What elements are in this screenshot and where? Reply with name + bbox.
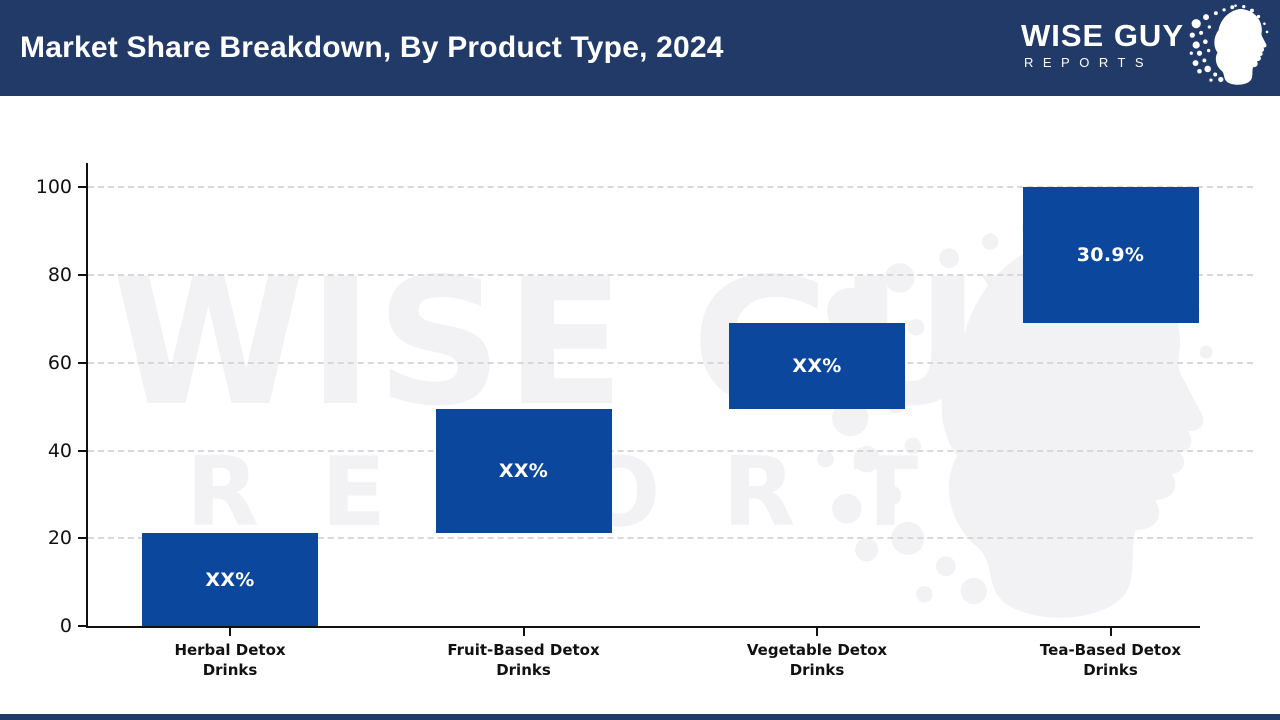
bar-value-label: XX% (205, 568, 255, 591)
page-title: Market Share Breakdown, By Product Type,… (20, 31, 724, 64)
category-label-tea-based-detox-drinks: Tea-Based Detox Drinks (1039, 641, 1182, 679)
x-tick-mark (229, 628, 231, 636)
y-axis-tick-label: 40 (47, 439, 72, 462)
bar-herbal-detox-drinks: XX% (142, 533, 318, 627)
bar-tea-based-detox-drinks: 30.9% (1022, 186, 1199, 323)
y-axis-tick-label: 80 (47, 263, 72, 286)
gridline (88, 449, 1253, 452)
footer-bar (0, 714, 1280, 720)
x-tick-mark (522, 628, 525, 636)
category-label-fruit-based-detox-drinks: Fruit-Based Detox Drinks (447, 641, 600, 679)
watermark-brand-name: WISE GUY (112, 242, 1114, 445)
gridline (88, 361, 1253, 364)
category-label-vegetable-detox-drinks: Vegetable Detox Drinks (746, 641, 888, 679)
bar-value-label: 30.9% (1076, 243, 1145, 266)
gridline (88, 185, 1253, 188)
gridline (88, 537, 1253, 540)
face-profile-logo-icon (1189, 4, 1269, 85)
x-axis-line (86, 626, 1200, 628)
y-tick-mark (78, 537, 86, 540)
bar-vegetable-detox-drinks: XX% (729, 322, 905, 409)
gridline (88, 273, 1253, 276)
bar-value-label: XX% (498, 459, 549, 482)
watermark-brand-tagline: REPORTS (186, 438, 1111, 548)
y-axis-tick-label: 0 (59, 615, 72, 638)
y-tick-mark (78, 185, 86, 188)
y-tick-mark (78, 361, 86, 364)
x-tick-mark (1109, 628, 1112, 636)
x-tick-mark (816, 628, 818, 636)
y-axis-tick-label: 60 (47, 351, 72, 374)
wise-guy-logo: WISE GUY REPORTS (1021, 4, 1272, 86)
y-axis-tick-label: 20 (47, 527, 72, 550)
y-axis-line (86, 163, 88, 628)
category-label-herbal-detox-drinks: Herbal Detox Drinks (174, 641, 286, 679)
y-tick-mark (78, 273, 86, 276)
brand-name: WISE GUY (1020, 18, 1184, 53)
header-bar: Market Share Breakdown, By Product Type,… (0, 0, 1280, 96)
brand-tagline: REPORTS (1023, 55, 1154, 70)
y-tick-mark (78, 625, 86, 628)
y-tick-mark (78, 449, 86, 452)
bar-value-label: XX% (792, 354, 842, 377)
bar-fruit-based-detox-drinks: XX% (435, 408, 612, 534)
y-axis-tick-label: 100 (35, 175, 72, 198)
